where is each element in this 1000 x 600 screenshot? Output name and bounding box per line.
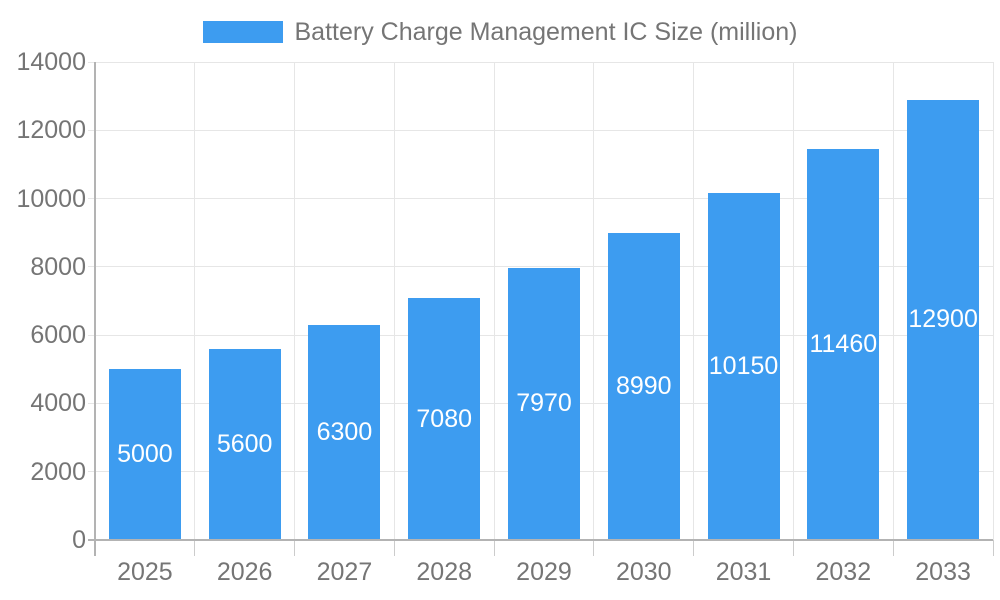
y-axis-label: 14000 — [16, 48, 86, 76]
bar-value-label: 5000 — [117, 440, 173, 469]
gridline-vertical — [792, 62, 794, 540]
y-axis-label: 12000 — [16, 116, 86, 145]
x-axis-label: 2031 — [715, 558, 772, 586]
gridline-vertical — [194, 62, 196, 540]
gridline-vertical — [693, 62, 695, 540]
x-tick — [194, 540, 196, 556]
gridline-vertical — [493, 62, 495, 540]
x-tick — [593, 540, 595, 556]
y-axis-label: 4000 — [30, 389, 86, 418]
bar-value-label: 11460 — [809, 329, 878, 358]
bar-2028: 7080 — [408, 298, 481, 540]
gridline-vertical — [294, 62, 296, 540]
bar-2025: 5000 — [108, 369, 181, 540]
gridline-horizontal — [88, 266, 993, 268]
x-tick — [393, 540, 395, 556]
y-axis-label: 8000 — [30, 252, 86, 281]
x-tick — [992, 540, 994, 556]
bar-2032: 11460 — [807, 148, 880, 540]
x-tick — [294, 540, 296, 556]
x-axis-label: 2026 — [216, 558, 273, 586]
chart-title: Battery Charge Management IC Size (milli… — [294, 18, 798, 46]
y-axis-label: 6000 — [30, 321, 86, 350]
chart-legend: Battery Charge Management IC Size (milli… — [0, 17, 1000, 47]
x-axis-label: 2030 — [615, 558, 672, 586]
bar-2030: 8990 — [607, 233, 680, 540]
x-tick — [493, 540, 495, 556]
x-axis-label: 2025 — [117, 558, 173, 586]
gridline-horizontal — [88, 198, 993, 200]
y-axis-label: 2000 — [30, 457, 86, 486]
gridline-vertical — [992, 62, 994, 540]
y-axis-line — [94, 62, 96, 556]
x-axis-label: 2027 — [316, 558, 373, 586]
x-tick — [693, 540, 695, 556]
bar-value-label: 12900 — [908, 305, 978, 334]
gridline-vertical — [393, 62, 395, 540]
x-axis-label: 2032 — [815, 558, 872, 586]
gridline-horizontal — [88, 61, 993, 63]
gridline-vertical — [892, 62, 894, 540]
y-axis-label: 10000 — [16, 184, 86, 213]
bar-2029: 7970 — [508, 267, 580, 540]
legend-swatch — [202, 21, 283, 43]
bar-value-label: 10150 — [708, 352, 779, 381]
x-axis-label: 2028 — [416, 558, 473, 586]
x-tick — [892, 540, 894, 556]
bar-2031: 10150 — [707, 193, 780, 540]
gridline-horizontal — [88, 129, 993, 131]
x-axis-label: 2029 — [516, 558, 572, 586]
bar-value-label: 7970 — [516, 389, 572, 418]
bar-value-label: 8990 — [615, 372, 672, 401]
bar-value-label: 6300 — [316, 417, 373, 446]
bar-value-label: 5600 — [216, 429, 273, 458]
bar-2026: 5600 — [208, 348, 281, 540]
x-axis-label: 2033 — [915, 558, 971, 586]
x-axis-line — [88, 539, 993, 541]
gridline-vertical — [593, 62, 595, 540]
bar-2027: 6300 — [308, 324, 381, 540]
bar-value-label: 7080 — [416, 404, 473, 433]
bar-2033: 12900 — [907, 99, 980, 540]
x-tick — [792, 540, 794, 556]
y-axis-label: 0 — [72, 526, 86, 554]
